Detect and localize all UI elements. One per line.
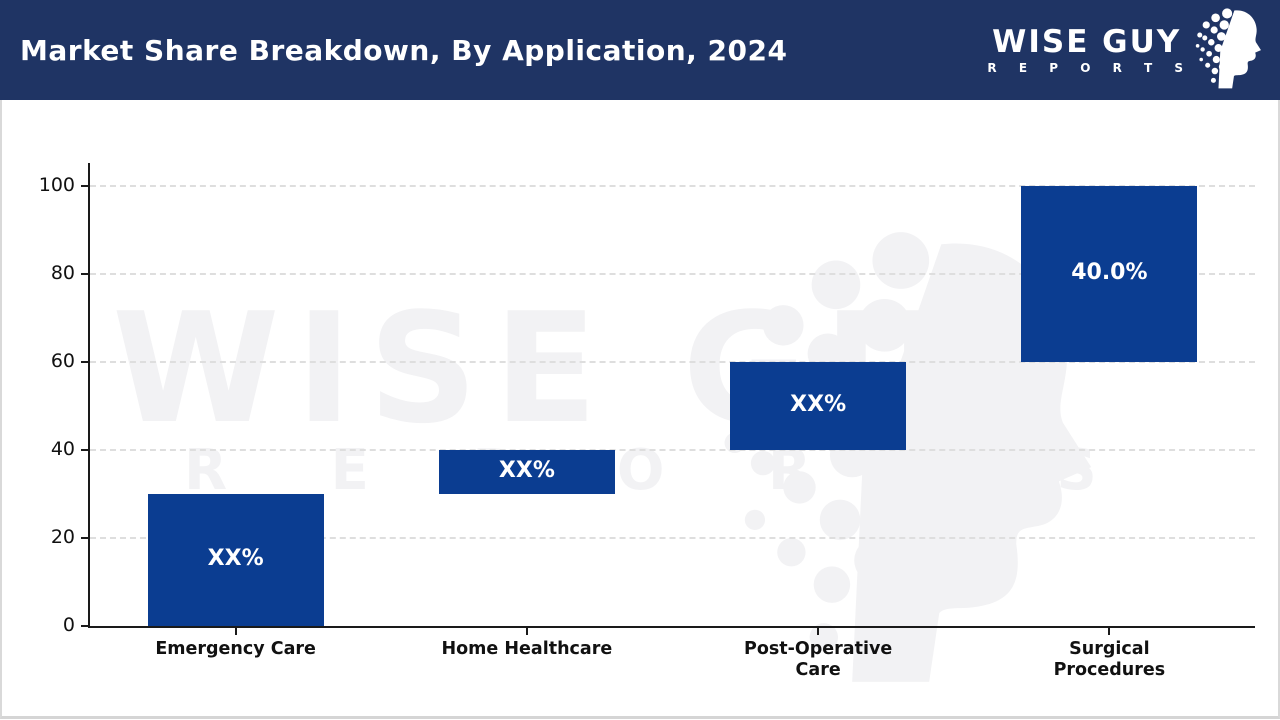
y-tick-label-80: 80 <box>50 262 75 284</box>
y-tick-label-20: 20 <box>50 526 75 548</box>
y-tick-60 <box>81 361 90 363</box>
x-category-label-line: Post-Operative <box>744 639 893 659</box>
x-tick-0 <box>234 626 237 635</box>
bar-value-label: XX% <box>790 392 847 417</box>
chart-card: WISE GUY R E P O R T S 0 20 40 60 80 100 XX% Em… <box>0 100 1280 719</box>
bar-emergency-care <box>147 494 324 626</box>
x-category-label: Post-Operative Care <box>708 639 928 681</box>
bar-post-operative-care <box>730 362 907 450</box>
x-category-label-line: Home Healthcare <box>441 639 613 659</box>
x-category-label-line: Emergency Care <box>155 639 316 659</box>
bar-value-label: XX% <box>207 546 264 571</box>
brand-logo: WISE GUY R E P O R T S <box>981 6 1280 94</box>
x-tick-1 <box>525 626 528 635</box>
brand-subtitle: R E P O R T S <box>987 61 1192 75</box>
brand-logo-text: WISE GUY R E P O R T S <box>981 25 1192 75</box>
y-tick-0 <box>81 625 90 627</box>
bar-surgical-procedures <box>1021 186 1198 362</box>
x-category-label: Surgical Procedures <box>999 639 1219 681</box>
gridline-80 <box>90 273 1255 275</box>
x-category-label-line: Procedures <box>1053 660 1166 680</box>
y-tick-label-40: 40 <box>50 438 75 460</box>
gridline-60 <box>90 361 1255 363</box>
x-category-label-line: Surgical <box>1069 639 1150 659</box>
gridline-40 <box>90 449 1255 451</box>
bar-value-label: XX% <box>498 458 555 483</box>
page-title: Market Share Breakdown, By Application, … <box>20 33 788 67</box>
x-tick-3 <box>1108 626 1111 635</box>
gridline-20 <box>90 537 1255 539</box>
y-tick-40 <box>81 449 90 451</box>
y-tick-label-100: 100 <box>38 174 75 196</box>
x-category-label: Home Healthcare <box>417 639 637 660</box>
header-bar: Market Share Breakdown, By Application, … <box>0 0 1280 100</box>
y-axis-line <box>88 163 90 628</box>
bar-value-label: 40.0% <box>1071 260 1148 285</box>
brand-name: WISE GUY <box>992 24 1182 60</box>
y-tick-80 <box>81 273 90 275</box>
bar-home-healthcare <box>438 450 615 494</box>
y-tick-100 <box>81 185 90 187</box>
y-tick-20 <box>81 537 90 539</box>
gridline-100 <box>90 185 1255 187</box>
y-tick-label-60: 60 <box>50 350 75 372</box>
x-axis-line <box>88 626 1255 628</box>
x-category-label-line: Care <box>795 660 841 680</box>
x-category-label: Emergency Care <box>126 639 346 660</box>
logo-face-icon <box>1194 6 1266 94</box>
x-tick-2 <box>817 626 820 635</box>
y-tick-label-0: 0 <box>62 614 75 636</box>
